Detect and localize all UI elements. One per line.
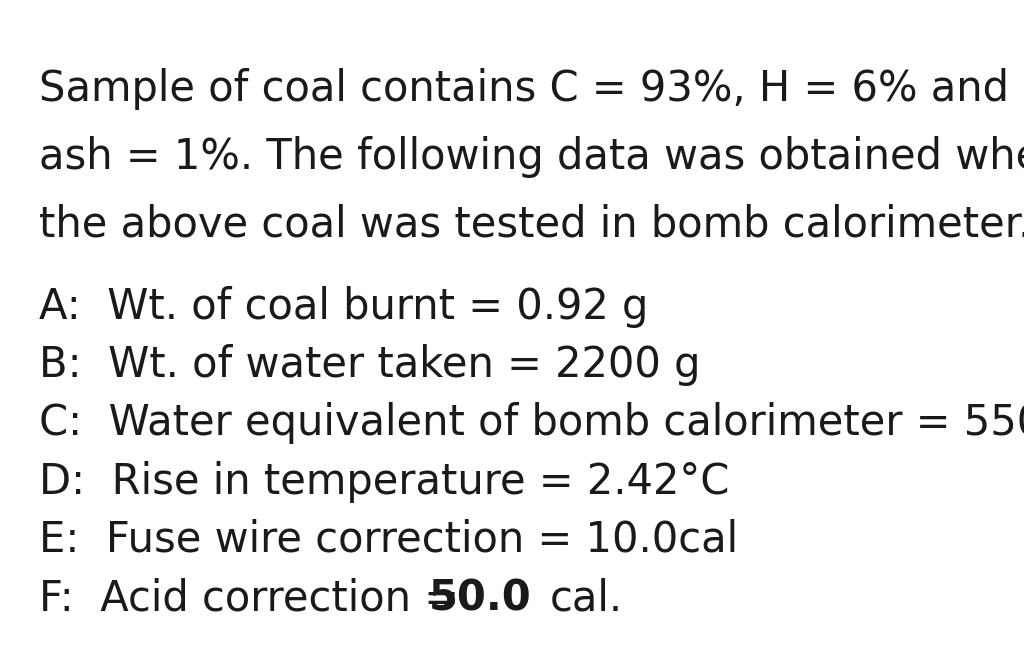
Text: 50.0: 50.0 (428, 577, 531, 619)
Text: A:  Wt. of coal burnt = 0.92 g: A: Wt. of coal burnt = 0.92 g (39, 286, 648, 328)
Text: cal.: cal. (550, 577, 623, 619)
Text: B:  Wt. of water taken = 2200 g: B: Wt. of water taken = 2200 g (39, 344, 700, 386)
Text: F:  Acid correction =: F: Acid correction = (39, 577, 472, 619)
Text: D:  Rise in temperature = 2.42°C: D: Rise in temperature = 2.42°C (39, 461, 729, 503)
Text: E:  Fuse wire correction = 10.0cal: E: Fuse wire correction = 10.0cal (39, 519, 738, 561)
Text: the above coal was tested in bomb calorimeter.: the above coal was tested in bomb calori… (39, 204, 1024, 246)
Text: C:  Water equivalent of bomb calorimeter = 550 g: C: Water equivalent of bomb calorimeter … (39, 402, 1024, 444)
Text: Sample of coal contains C = 93%, H = 6% and: Sample of coal contains C = 93%, H = 6% … (39, 68, 1009, 110)
Text: ash = 1%. The following data was obtained when: ash = 1%. The following data was obtaine… (39, 136, 1024, 178)
